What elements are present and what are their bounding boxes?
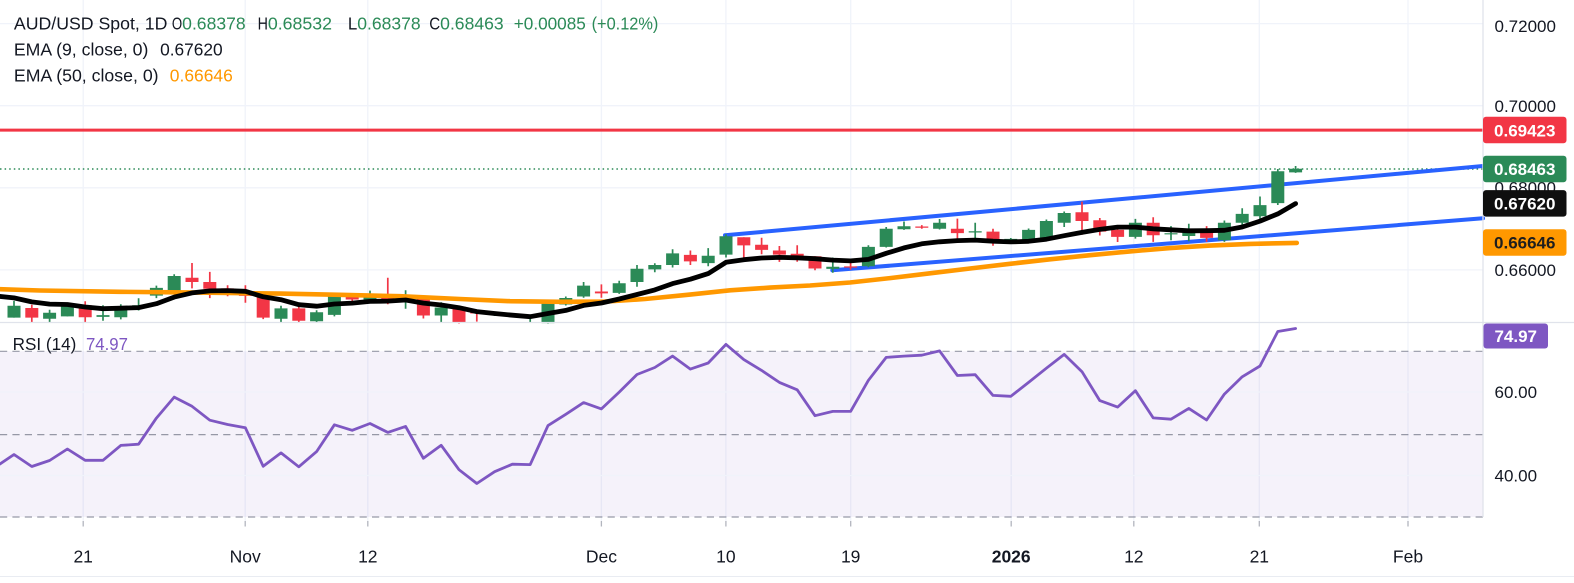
svg-text:Dec: Dec (586, 547, 617, 567)
svg-text:Feb: Feb (1393, 547, 1423, 567)
svg-text:12: 12 (358, 547, 377, 567)
svg-text:Nov: Nov (230, 547, 261, 567)
svg-text:2026: 2026 (992, 547, 1031, 567)
svg-text:H: H (258, 14, 268, 34)
svg-text:21: 21 (73, 547, 92, 567)
svg-text:40.00: 40.00 (1495, 467, 1538, 486)
svg-text:0.67620: 0.67620 (160, 40, 223, 60)
svg-text:AUD/USD Spot, 1D: AUD/USD Spot, 1D (14, 14, 168, 34)
svg-text:0.68463: 0.68463 (1494, 160, 1555, 179)
svg-text:12: 12 (1124, 547, 1143, 567)
svg-text:(+0.12%): (+0.12%) (592, 14, 659, 34)
svg-text:0.67620: 0.67620 (1494, 195, 1555, 214)
svg-text:0.66646: 0.66646 (1494, 234, 1555, 253)
svg-text:60.00: 60.00 (1495, 383, 1538, 402)
svg-text:10: 10 (716, 547, 736, 567)
svg-text:21: 21 (1250, 547, 1269, 567)
svg-text:O: O (172, 14, 182, 34)
svg-text:74.97: 74.97 (1494, 327, 1537, 346)
svg-text:0.66646: 0.66646 (170, 65, 233, 85)
svg-text:74.97: 74.97 (86, 334, 128, 354)
svg-text:EMA (9, close, 0): EMA (9, close, 0) (14, 40, 149, 60)
svg-text:19: 19 (841, 547, 860, 567)
svg-text:0.72000: 0.72000 (1495, 17, 1556, 36)
svg-text:C: C (429, 14, 440, 34)
svg-text:0.68463: 0.68463 (440, 14, 503, 34)
svg-text:L: L (348, 14, 358, 34)
svg-text:0.68378: 0.68378 (357, 14, 420, 34)
svg-text:+0.00085: +0.00085 (514, 14, 586, 34)
svg-text:0.68532: 0.68532 (268, 14, 332, 34)
svg-text:EMA (50, close, 0): EMA (50, close, 0) (14, 65, 159, 85)
svg-text:0.69423: 0.69423 (1494, 121, 1555, 140)
svg-text:0.70000: 0.70000 (1495, 97, 1556, 116)
svg-text:RSI (14): RSI (14) (13, 334, 77, 354)
svg-text:0.68378: 0.68378 (182, 14, 245, 34)
svg-text:0.66000: 0.66000 (1495, 261, 1556, 280)
